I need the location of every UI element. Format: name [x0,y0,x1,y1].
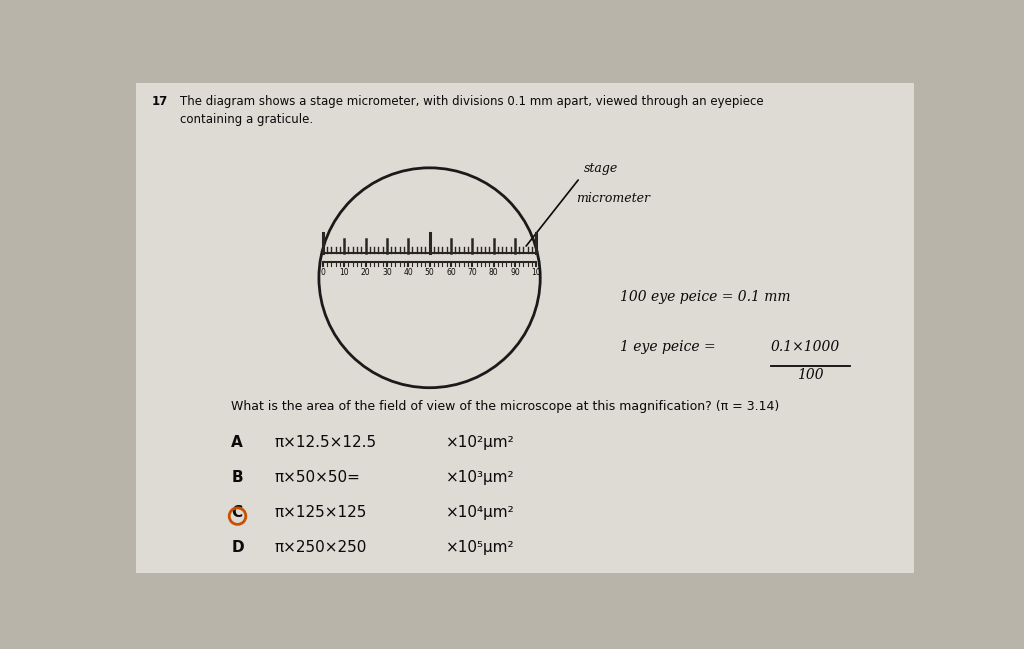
Text: 90: 90 [510,268,520,277]
Text: 20: 20 [360,268,371,277]
Text: The diagram shows a stage micrometer, with divisions 0.1 mm apart, viewed throug: The diagram shows a stage micrometer, wi… [179,95,763,127]
Text: B: B [231,470,243,485]
Text: ×10⁴μm²: ×10⁴μm² [445,505,514,520]
Text: 0.1×1000: 0.1×1000 [771,340,840,354]
Text: 0: 0 [321,268,326,277]
Text: 40: 40 [403,268,413,277]
FancyBboxPatch shape [136,83,913,572]
Text: C: C [231,505,243,520]
Text: stage: stage [584,162,618,175]
Text: π×125×125: π×125×125 [274,505,368,520]
Text: ×10³μm²: ×10³μm² [445,470,514,485]
Text: 100 eye peice = 0.1 mm: 100 eye peice = 0.1 mm [620,290,791,304]
Text: 100: 100 [797,368,824,382]
Text: 30: 30 [382,268,392,277]
Text: A: A [231,435,243,450]
Text: π×12.5×12.5: π×12.5×12.5 [274,435,377,450]
Text: micrometer: micrometer [575,192,650,205]
Text: ×10⁵μm²: ×10⁵μm² [445,540,514,555]
Text: π×50×50=: π×50×50= [274,470,360,485]
Text: ×10²μm²: ×10²μm² [445,435,514,450]
Text: 10: 10 [531,268,541,277]
Text: 10: 10 [339,268,349,277]
Text: D: D [231,540,244,555]
Text: 70: 70 [467,268,477,277]
Text: 80: 80 [488,268,499,277]
Text: 50: 50 [425,268,434,277]
Text: 1 eye peice =: 1 eye peice = [620,340,720,354]
Text: 17: 17 [152,95,168,108]
Text: What is the area of the field of view of the microscope at this magnification? (: What is the area of the field of view of… [231,400,779,413]
Text: π×250×250: π×250×250 [274,540,368,555]
Text: 60: 60 [446,268,456,277]
